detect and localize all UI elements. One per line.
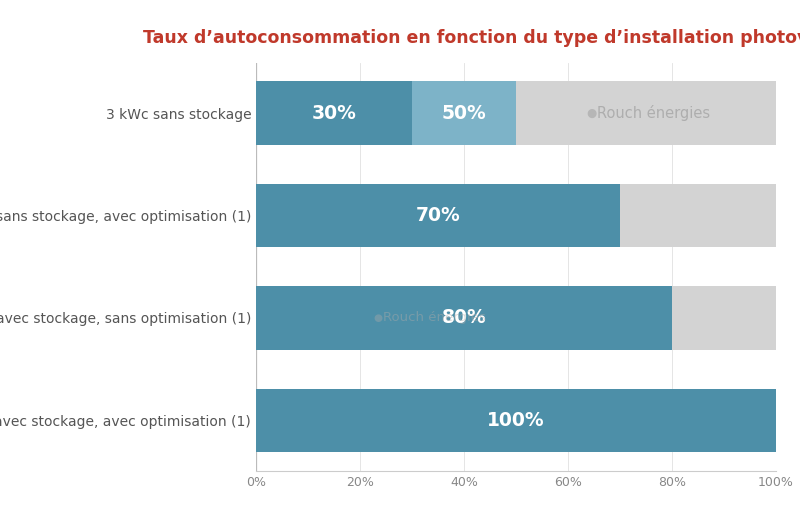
Text: 80%: 80% [442, 309, 486, 327]
Text: ●: ● [586, 107, 597, 120]
Bar [256, 184, 620, 247]
Text: ●: ● [373, 313, 382, 323]
Text: 70%: 70% [416, 206, 460, 225]
Bar [516, 81, 776, 145]
Text: Rouch énergies: Rouch énergies [597, 105, 710, 121]
Bar [412, 81, 516, 145]
Bar [672, 286, 776, 350]
Text: 100%: 100% [487, 411, 545, 430]
Bar [620, 184, 776, 247]
Text: Rouch énergies: Rouch énergies [383, 312, 486, 324]
Bar [256, 81, 412, 145]
Title: Taux d’autoconsommation en fonction du type d’installation photovoltaïque: Taux d’autoconsommation en fonction du t… [143, 29, 800, 47]
Text: 50%: 50% [442, 104, 486, 122]
Bar [256, 389, 776, 452]
Bar [256, 286, 672, 350]
Text: 30%: 30% [311, 104, 357, 122]
